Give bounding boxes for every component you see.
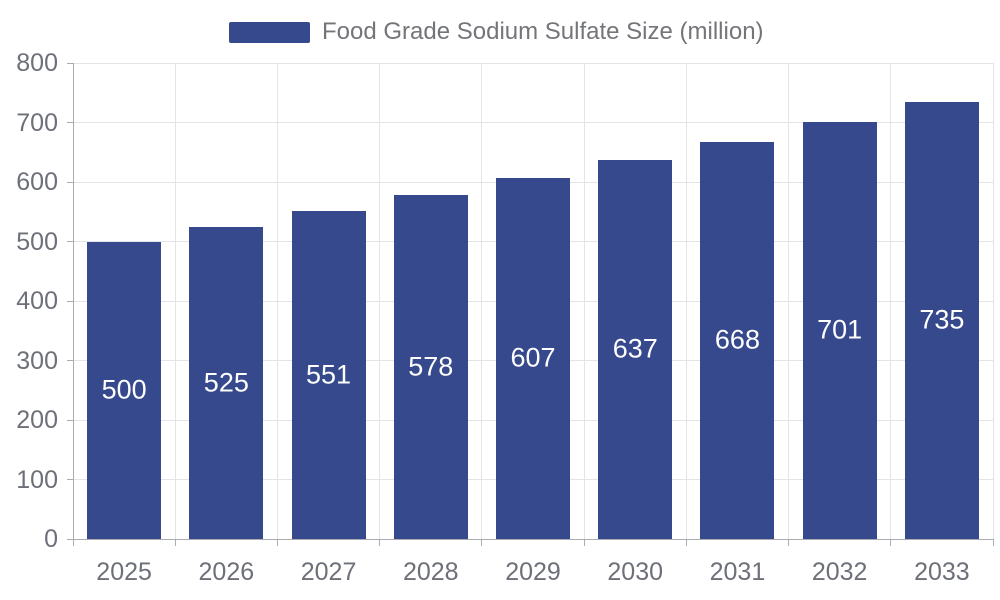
bar[interactable] [189,226,264,539]
bar[interactable] [700,141,775,539]
bar-value-label: 668 [714,324,760,355]
x-axis-tick [890,539,892,546]
y-axis-label: 100 [16,465,58,494]
bar-value-label: 735 [919,304,965,335]
x-axis-label: 2032 [811,558,868,586]
bar-value-label: 525 [203,367,249,398]
legend-label: Food Grade Sodium Sulfate Size (million) [322,18,764,45]
grid-line-vertical [890,63,892,539]
x-axis-tick [992,539,994,546]
y-axis-tick [67,419,73,421]
y-axis-tick [67,479,73,480]
x-axis-tick [481,539,483,546]
x-axis-tick [174,539,176,546]
legend-item[interactable]: Food Grade Sodium Sulfate Size (million) [229,16,764,48]
y-axis-label: 300 [16,346,58,375]
grid-line-horizontal [73,62,993,64]
x-axis-tick [276,539,278,546]
y-axis-label: 0 [44,525,58,553]
x-axis-label: 2031 [709,558,766,586]
bar-value-label: 637 [612,333,658,364]
bar[interactable] [904,101,979,539]
bar[interactable] [291,211,366,539]
y-axis-label: 200 [16,406,58,434]
grid-line-vertical [685,63,687,539]
bar[interactable] [393,195,468,539]
y-axis-label: 600 [16,168,58,196]
grid-line-vertical [276,63,278,539]
y-axis-tick [67,241,73,242]
y-axis-tick [67,300,73,302]
grid-line-vertical [379,63,381,539]
x-axis-tick [685,539,687,546]
grid-line-vertical [992,63,994,539]
x-axis-tick [788,539,790,546]
bar-value-label: 500 [101,374,147,405]
grid-line-vertical [174,63,176,539]
grid-line-vertical [788,63,790,539]
y-axis-tick [67,360,73,361]
y-axis-tick [67,181,73,183]
bar[interactable] [496,177,570,539]
grid-line-horizontal [73,122,993,123]
y-axis-label: 500 [16,227,58,256]
bar[interactable] [87,241,162,539]
y-axis-label: 800 [16,49,58,77]
y-axis-line [72,63,74,546]
grid-line-vertical [583,63,585,539]
bar-value-label: 701 [817,314,863,345]
y-axis-label: 700 [16,108,58,137]
y-axis-label: 400 [16,287,58,315]
x-axis-label: 2030 [607,558,664,586]
x-axis-label: 2027 [300,558,357,586]
bar[interactable] [802,121,877,539]
y-axis-tick [67,62,73,64]
bar[interactable] [598,159,673,539]
x-axis-label: 2026 [198,558,255,586]
x-axis-line [72,538,994,540]
x-axis-label: 2033 [914,558,970,586]
bar-value-label: 551 [306,359,352,390]
y-axis-tick [67,122,73,123]
x-axis-tick [379,539,381,546]
legend-swatch-icon [229,21,310,43]
x-axis-label: 2028 [402,558,459,586]
bar-value-label: 607 [510,342,556,373]
x-axis-tick [583,539,585,546]
x-axis-label: 2029 [505,558,561,586]
x-axis-label: 2025 [96,558,152,586]
bar-value-label: 578 [408,351,454,382]
y-axis-tick [67,538,73,540]
grid-line-vertical [481,63,483,539]
